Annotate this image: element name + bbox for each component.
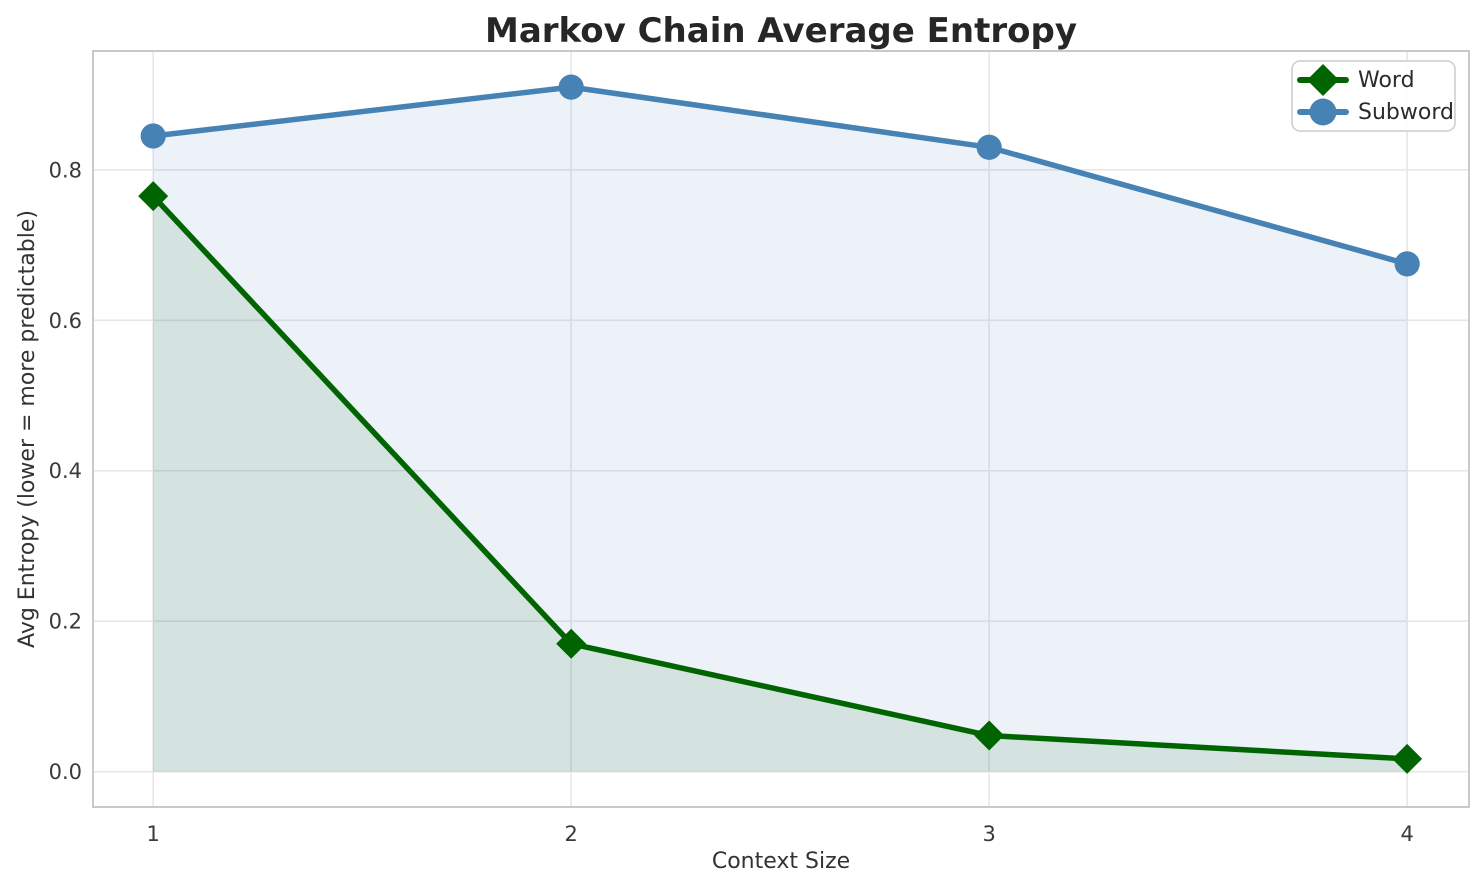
diamond-marker: [556, 628, 587, 659]
tick-label-layer: 1 2 3 4 0.0 0.2 0.4 0.6 0.8: [49, 158, 1414, 846]
y-axis-label: Avg Entropy (lower = more predictable): [15, 210, 40, 648]
circle-marker: [976, 134, 1002, 160]
circle-marker: [558, 74, 584, 100]
diamond-marker: [1392, 743, 1423, 774]
axes-spines: [92, 50, 1470, 808]
circle-marker: [1309, 98, 1337, 126]
x-tick-label: 2: [564, 822, 577, 846]
legend-label-subword: Subword: [1358, 100, 1454, 125]
circle-marker: [140, 123, 166, 149]
x-tick-label: 3: [982, 822, 995, 846]
legend-label-word: Word: [1358, 68, 1415, 93]
series-line-word: [150, 193, 1410, 762]
legend-items: [1297, 64, 1349, 126]
y-tick-label: 0.0: [49, 760, 82, 784]
diamond-marker: [974, 720, 1005, 751]
x-tick-label: 4: [1400, 822, 1413, 846]
diamond-marker: [1307, 64, 1339, 96]
legend: Word Subword: [1291, 60, 1456, 132]
y-tick-label: 0.8: [49, 158, 82, 182]
plot-border: [92, 50, 1470, 808]
x-axis-label: Context Size: [712, 849, 850, 874]
y-tick-label: 0.4: [49, 459, 82, 483]
series-line-subword: [150, 84, 1410, 267]
area-fill-word: [153, 196, 1408, 772]
chart-title: Markov Chain Average Entropy: [485, 11, 1077, 51]
area-fill-layer: [153, 87, 1408, 772]
circle-marker: [1394, 251, 1420, 277]
y-tick-label: 0.2: [49, 610, 82, 634]
grid-layer: [93, 51, 1469, 807]
area-fill-subword: [153, 87, 1408, 772]
x-tick-label: 1: [147, 822, 160, 846]
diamond-marker: [138, 181, 169, 212]
y-tick-label: 0.6: [49, 309, 82, 333]
series-line-layer: [138, 74, 1423, 774]
